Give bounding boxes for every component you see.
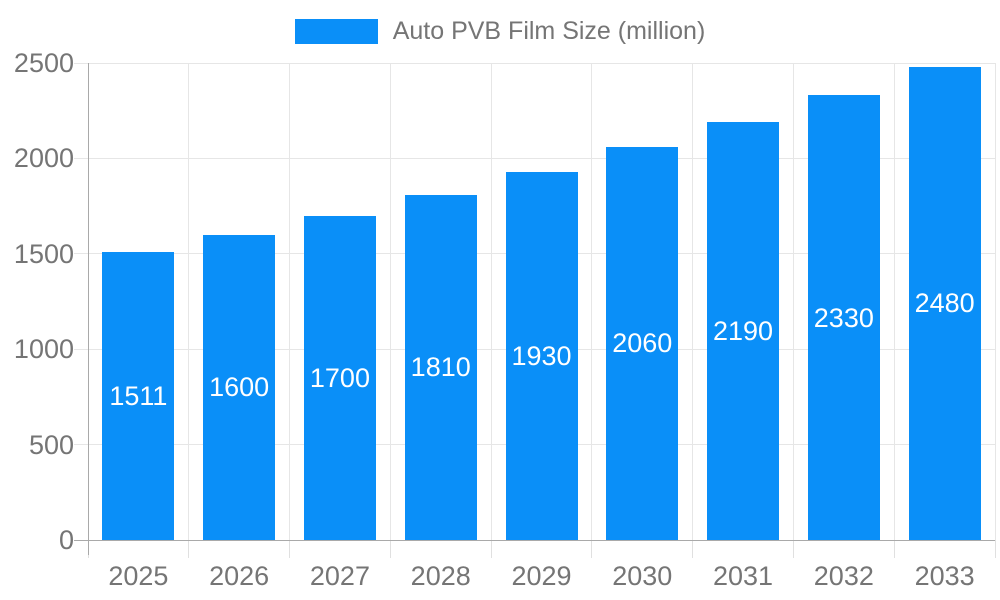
y-axis-line — [87, 63, 89, 555]
gridline-x — [289, 63, 291, 540]
x-axis-tick — [389, 540, 391, 558]
x-axis-tick — [591, 540, 593, 558]
x-axis-tick-label: 2027 — [309, 561, 370, 591]
bar-2028 — [404, 194, 477, 540]
y-axis-tick-label: 1000 — [13, 334, 74, 365]
y-axis-tick-label: 0 — [58, 525, 74, 555]
x-axis-tick — [792, 540, 794, 558]
gridline-y-2500 — [74, 62, 995, 64]
bar-value-label: 2060 — [612, 328, 673, 359]
gridline-x — [893, 63, 895, 540]
x-axis-tick-label: 2025 — [108, 561, 169, 591]
bar-value-label: 1930 — [511, 340, 572, 371]
y-axis-tick-label: 2500 — [13, 48, 74, 78]
x-axis-tick-label: 2033 — [914, 561, 975, 591]
bar-value-label: 1810 — [410, 352, 471, 383]
x-axis-tick — [994, 540, 996, 558]
x-axis-tick — [692, 540, 694, 558]
bar-2030 — [606, 146, 679, 540]
y-axis-tick-label: 500 — [28, 429, 74, 460]
x-axis-tick-label: 2032 — [813, 561, 874, 591]
x-axis-line — [74, 539, 995, 541]
x-axis-tick-label: 2031 — [713, 561, 774, 591]
bar-value-label: 2190 — [713, 316, 774, 347]
bar-2033 — [908, 66, 981, 540]
x-axis-tick-label: 2029 — [511, 561, 572, 591]
bar-2025 — [102, 251, 175, 540]
legend-label: Auto PVB Film Size (million) — [392, 16, 706, 45]
bar-2032 — [807, 95, 880, 540]
chart-legend: Auto PVB Film Size (million) — [0, 17, 1000, 45]
x-axis-tick-label: 2026 — [209, 561, 270, 591]
x-axis-tick — [289, 540, 291, 558]
gridline-x — [490, 63, 492, 540]
bar-value-label: 2330 — [813, 302, 874, 333]
y-axis-tick-label: 1500 — [13, 238, 74, 269]
gridline-x — [389, 63, 391, 540]
bar-value-label: 1600 — [209, 372, 270, 403]
gridline-x — [994, 63, 996, 540]
gridline-x — [591, 63, 593, 540]
bar-2031 — [707, 122, 780, 540]
bar-value-label: 1700 — [309, 362, 370, 393]
bar-2029 — [505, 171, 578, 540]
gridline-x — [692, 63, 694, 540]
x-axis-tick-label: 2028 — [410, 561, 471, 591]
y-axis-tick-label: 2000 — [13, 143, 74, 174]
x-axis-tick — [188, 540, 190, 558]
x-axis-tick — [893, 540, 895, 558]
gridline-y-2000 — [74, 157, 995, 159]
x-axis-tick-label: 2030 — [612, 561, 673, 591]
bar-2027 — [303, 215, 376, 540]
bar-value-label: 1511 — [109, 380, 168, 411]
gridline-x — [188, 63, 190, 540]
legend-swatch — [294, 18, 378, 44]
gridline-x — [792, 63, 794, 540]
x-axis-tick — [490, 540, 492, 558]
bar-2026 — [203, 234, 276, 540]
bar-value-label: 2480 — [914, 288, 975, 319]
